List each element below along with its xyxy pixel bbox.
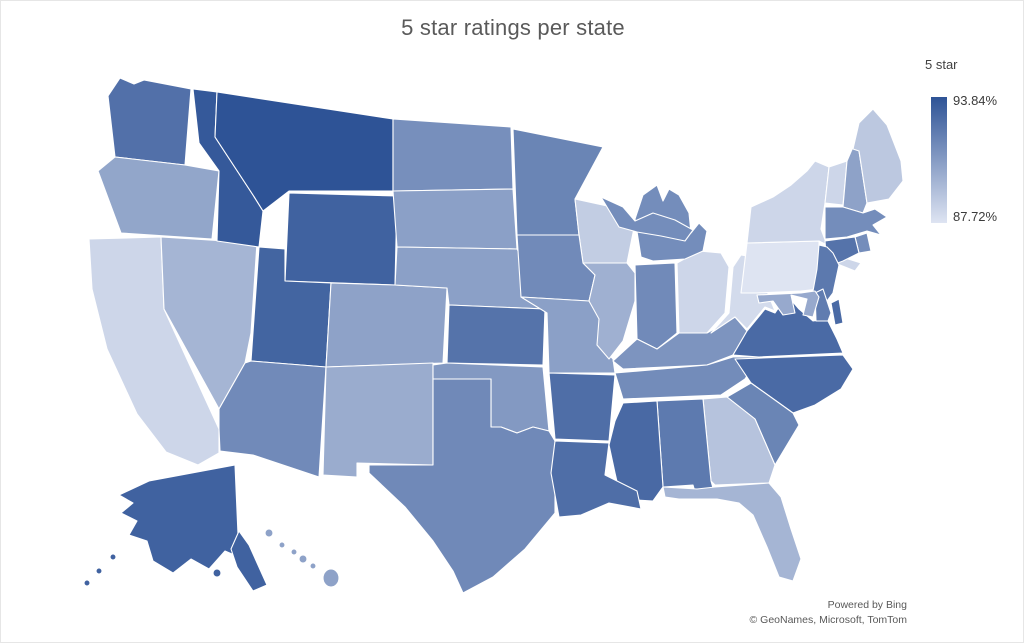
state-oregon[interactable]: Oregon: 90.35% [97, 156, 220, 240]
state-maryland[interactable]: Maryland: 90.2% [756, 290, 820, 318]
state-florida[interactable]: Florida: 89.7% [662, 482, 802, 582]
state-washington[interactable]: Washington: 92.6% [107, 77, 192, 166]
legend-min-label: 87.72% [953, 209, 998, 224]
state-massachusetts[interactable]: Massachusetts: 91.4% [824, 206, 888, 240]
state-pennsylvania[interactable]: Pennsylvania: 87.72% [740, 240, 820, 294]
state-arizona[interactable]: Arizona: 91.5% [218, 360, 327, 478]
legend-gradient-bar [931, 97, 947, 223]
attribution-line2: © GeoNames, Microsoft, TomTom [749, 614, 908, 626]
state-indiana[interactable]: Indiana: 91.5% [634, 262, 678, 350]
state-wisconsin[interactable]: Wisconsin: 88.7% [574, 198, 636, 264]
map-attribution: Powered by Bing © GeoNames, Microsoft, T… [750, 598, 908, 628]
state-colorado[interactable]: Colorado: 90.5% [325, 282, 448, 368]
state-north-dakota[interactable]: North Dakota: 91.3% [392, 118, 514, 192]
state-hawaii[interactable]: Hawaii: 90.5% [264, 528, 340, 588]
state-michigan[interactable]: Michigan: 91.4% [600, 184, 708, 262]
state-texas[interactable]: Texas: 91.55% [368, 378, 556, 594]
state-maine[interactable]: Maine: 88.9% [852, 108, 904, 204]
legend-title: 5 star [925, 57, 958, 72]
state-new-mexico[interactable]: New Mexico: 90.1% [322, 362, 434, 478]
state-wyoming[interactable]: Wyoming: 93.2% [284, 192, 398, 286]
state-arkansas[interactable]: Arkansas: 92.7% [548, 372, 616, 442]
attribution-line1: Powered by Bing [827, 599, 907, 611]
state-illinois[interactable]: Illinois: 89.9% [582, 262, 636, 360]
state-south-dakota[interactable]: South Dakota: 90.6% [392, 188, 518, 250]
legend-max-label: 93.84% [953, 93, 998, 108]
legend: 5 star 93.84% 87.72% [919, 57, 1019, 224]
state-ohio[interactable]: Ohio: 88.3% [676, 250, 730, 334]
state-alaska[interactable]: Alaska: 93.2% [83, 464, 268, 592]
state-kansas[interactable]: Kansas: 92.5% [446, 304, 546, 366]
state-louisiana[interactable]: Louisiana: 92.7% [550, 440, 642, 518]
chart-title: 5 star ratings per state [401, 15, 625, 40]
